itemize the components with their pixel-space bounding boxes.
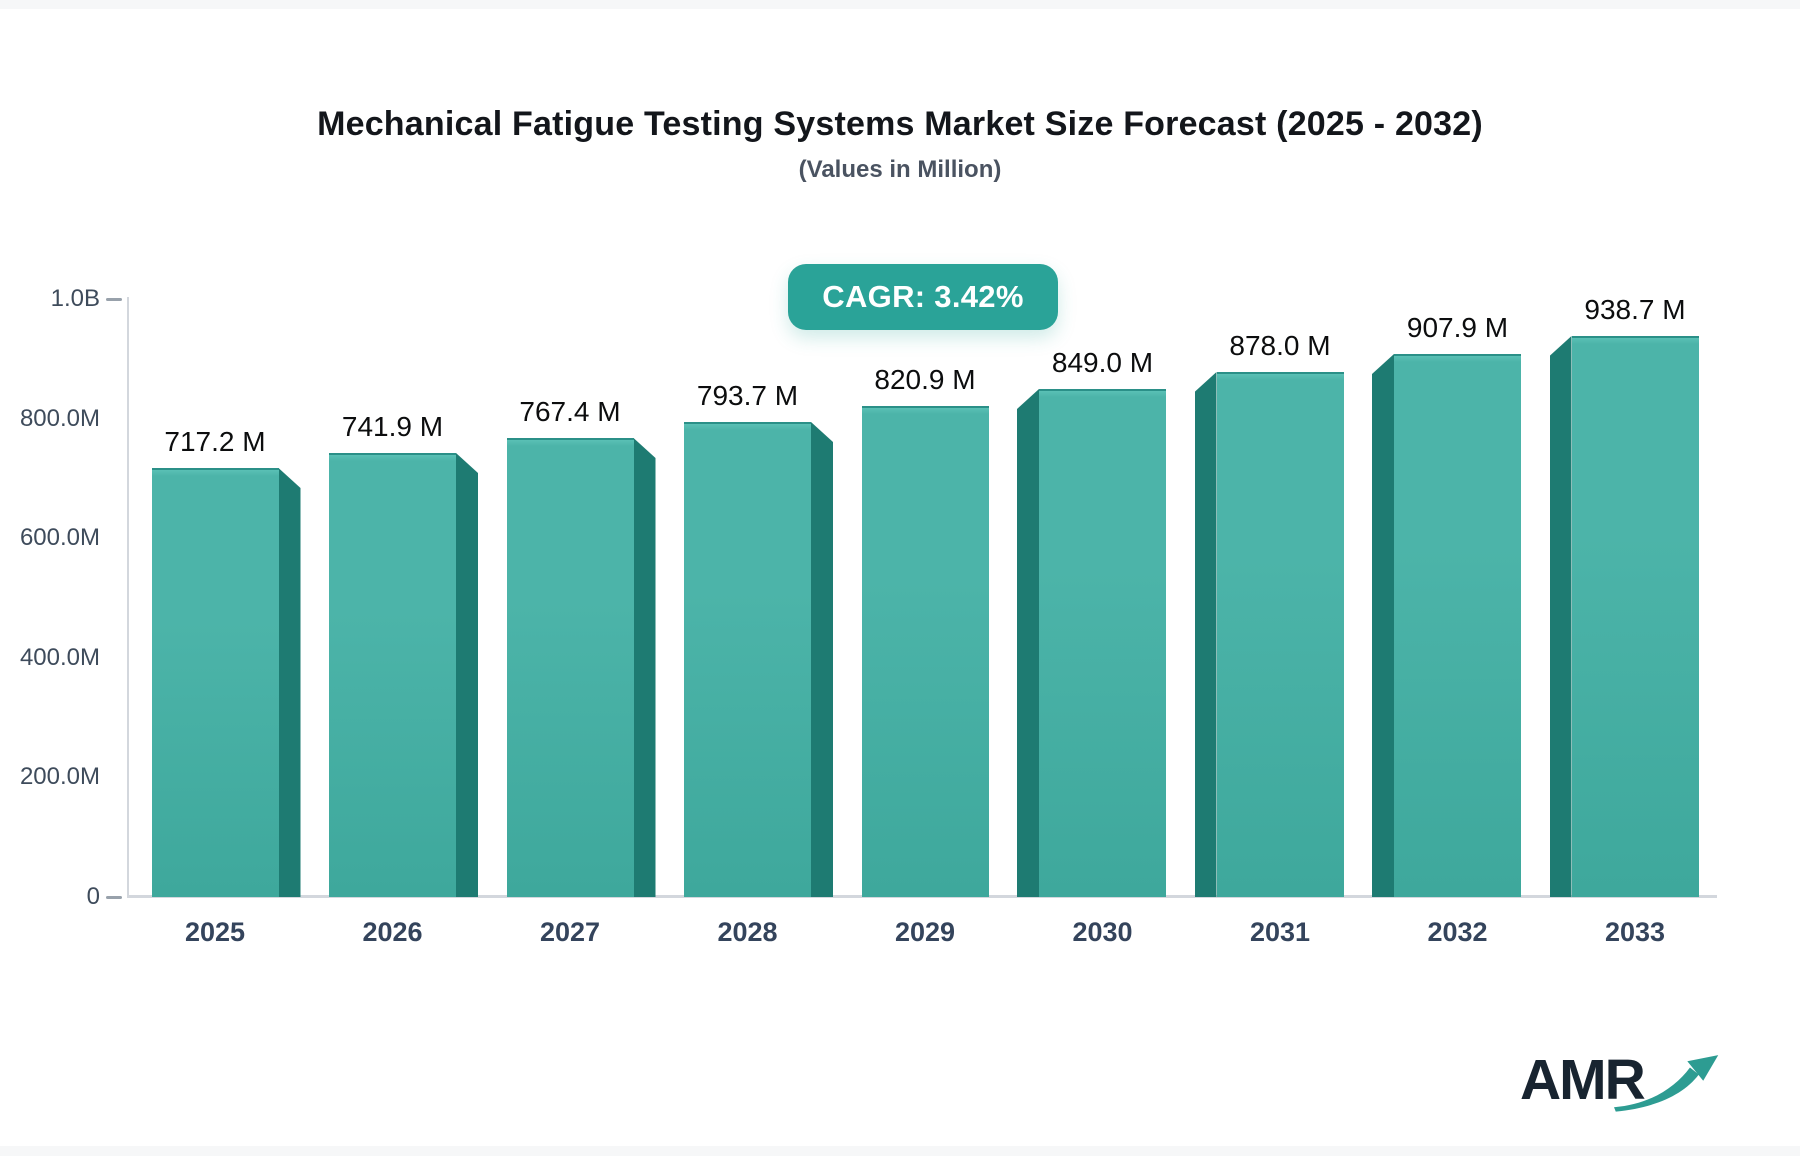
chart-card: Mechanical Fatigue Testing Systems Marke…: [0, 9, 1800, 1146]
x-axis-label-2031: 2031: [1249, 917, 1311, 947]
x-axis-label-2028: 2028: [717, 917, 778, 947]
bar-2026[interactable]: [329, 453, 456, 897]
bar-side-panel: [1017, 389, 1039, 897]
bar-side-panel: [1549, 336, 1572, 897]
bar-side-panel: [633, 438, 656, 897]
bar-value-label: 793.7 M: [696, 380, 799, 411]
cagr-badge: CAGR: 3.42%: [788, 264, 1058, 330]
x-axis-label-2029: 2029: [894, 917, 956, 947]
bar-2029[interactable]: [861, 406, 989, 897]
y-axis-tick-label: 800.0M: [19, 404, 100, 432]
bar-2030[interactable]: [1039, 389, 1166, 897]
bar-value-label: 907.9 M: [1406, 312, 1509, 343]
bar-side-panel: [456, 453, 478, 897]
bar-value-label: 849.0 M: [1051, 347, 1154, 378]
y-axis-tick-label: 600.0M: [19, 524, 100, 552]
bar-side-panel: [1372, 354, 1394, 897]
chart-title: Mechanical Fatigue Testing Systems Marke…: [317, 105, 1483, 143]
cagr-badge-label: CAGR: 3.42%: [822, 279, 1024, 314]
y-axis-tick-label: 200.0M: [19, 763, 100, 791]
x-axis-label-2027: 2027: [539, 917, 601, 947]
bar-side-panel: [278, 468, 301, 897]
y-axis-tick-label: 400.0M: [19, 643, 100, 671]
x-axis-label-2032: 2032: [1427, 917, 1488, 947]
y-axis-line: [127, 297, 129, 898]
bar-value-label: 767.4 M: [519, 396, 621, 427]
bar-2027[interactable]: [506, 438, 634, 897]
bar-value-label: 741.9 M: [341, 411, 444, 442]
growth-arrow-icon: [1614, 1055, 1719, 1112]
x-axis-label-2033: 2033: [1604, 917, 1666, 947]
bar-2025[interactable]: [151, 468, 279, 897]
x-axis-label-2030: 2030: [1072, 917, 1133, 947]
bar-2033[interactable]: [1571, 336, 1699, 897]
bar-2031[interactable]: [1216, 372, 1344, 897]
amr-logo: AMR: [1520, 1048, 1719, 1129]
bar-value-label: 820.9 M: [874, 364, 976, 395]
y-axis-tick-label: 0: [86, 883, 100, 910]
x-axis-label-2025: 2025: [184, 917, 246, 947]
bar-2028[interactable]: [684, 422, 811, 897]
y-axis-tick-mark: [106, 297, 122, 301]
y-axis-tick-mark: [106, 895, 122, 899]
x-axis-label-2026: 2026: [362, 917, 423, 947]
chart-subtitle: (Values in Million): [798, 156, 1002, 183]
amr-logo-text: AMR: [1520, 1048, 1646, 1112]
bar-side-panel: [1194, 372, 1217, 897]
bar-2032[interactable]: [1394, 354, 1521, 897]
bar-value-label: 938.7 M: [1584, 294, 1686, 325]
bar-value-label: 717.2 M: [164, 426, 266, 457]
bar-value-label: 878.0 M: [1229, 330, 1331, 361]
y-axis-tick-label: 1.0B: [50, 285, 100, 312]
bar-side-panel: [811, 422, 833, 897]
